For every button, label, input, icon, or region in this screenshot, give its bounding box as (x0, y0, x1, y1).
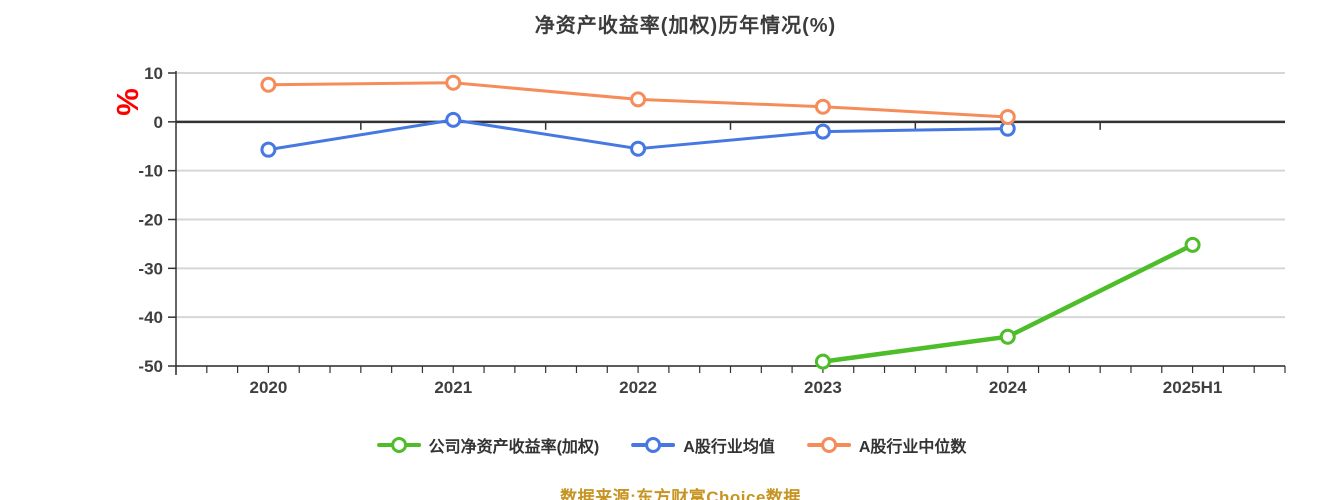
y-tick-label: -40 (138, 308, 163, 327)
data-point-marker[interactable] (630, 140, 647, 157)
data-point-marker[interactable] (260, 76, 277, 93)
data-point-marker[interactable] (630, 91, 647, 108)
legend-label: A股行业均值 (683, 439, 775, 456)
data-point-marker[interactable] (1184, 236, 1201, 253)
x-tick-label: 2020 (250, 378, 288, 397)
data-point-marker[interactable] (260, 141, 277, 158)
data-point-marker[interactable] (999, 108, 1016, 125)
x-tick-label: 2022 (619, 378, 657, 397)
legend-circle-icon (820, 437, 837, 453)
data-point-marker[interactable] (814, 98, 831, 115)
data-point-marker[interactable] (445, 74, 462, 91)
data-point-marker[interactable] (814, 353, 831, 370)
legend-marker-icon (806, 437, 851, 453)
x-tick-label: 2025H1 (1163, 378, 1223, 397)
data-point-marker[interactable] (445, 111, 462, 128)
x-tick-label: 2024 (989, 378, 1027, 397)
legend-circle-icon (390, 437, 407, 453)
x-tick-label: 2023 (804, 378, 842, 397)
legend-item-2[interactable]: A股行业中位数 (806, 433, 967, 457)
data-point-marker[interactable] (814, 123, 831, 140)
y-tick-label: -50 (138, 357, 163, 376)
chart-title: 净资产收益率(加权)历年情况(%) (534, 15, 837, 37)
y-tick-label: -20 (138, 211, 163, 230)
watermark-text: 数据来源:东方财富Choice数据 (560, 488, 801, 500)
legend-circle-icon (645, 437, 662, 453)
y-tick-label: -10 (138, 162, 163, 181)
y-tick-label: -30 (138, 259, 163, 278)
y-tick-label: 0 (154, 113, 163, 132)
y-tick-label: 10 (144, 64, 163, 83)
legend: 公司净资产收益率(加权) A股行业均值 A股行业中位数 (376, 433, 967, 457)
legend-item-0[interactable]: 公司净资产收益率(加权) (376, 433, 600, 457)
legend-marker-icon (631, 437, 676, 453)
legend-item-1[interactable]: A股行业均值 (631, 433, 775, 457)
legend-label: 公司净资产收益率(加权) (428, 439, 600, 456)
legend-label: A股行业中位数 (858, 439, 967, 456)
legend-marker-icon (376, 437, 421, 453)
data-point-marker[interactable] (999, 328, 1016, 345)
x-tick-label: 2021 (434, 378, 472, 397)
